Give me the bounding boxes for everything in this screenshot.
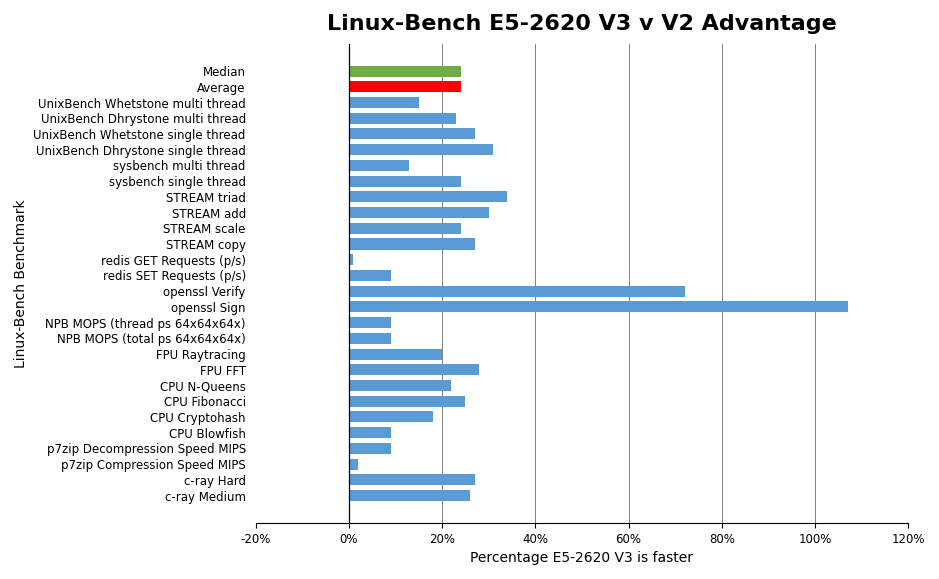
Bar: [348, 113, 456, 124]
Y-axis label: Linux-Bench Benchmark: Linux-Bench Benchmark: [14, 199, 28, 368]
Bar: [348, 175, 461, 186]
Bar: [348, 97, 419, 108]
Bar: [348, 254, 353, 265]
Bar: [348, 349, 442, 360]
Bar: [348, 443, 391, 454]
Bar: [348, 474, 475, 485]
Bar: [348, 395, 466, 406]
Bar: [348, 129, 475, 140]
Bar: [348, 144, 493, 155]
Bar: [348, 459, 358, 470]
Title: Linux-Bench E5-2620 V3 v V2 Advantage: Linux-Bench E5-2620 V3 v V2 Advantage: [327, 14, 837, 34]
Bar: [348, 364, 480, 375]
Bar: [348, 239, 475, 250]
Bar: [348, 285, 685, 296]
Bar: [348, 427, 391, 438]
Bar: [348, 81, 461, 92]
X-axis label: Percentage E5-2620 V3 is faster: Percentage E5-2620 V3 is faster: [470, 551, 693, 565]
Bar: [348, 191, 507, 202]
Bar: [348, 317, 391, 328]
Bar: [348, 65, 461, 76]
Bar: [348, 160, 409, 171]
Bar: [348, 270, 391, 281]
Bar: [348, 412, 433, 423]
Bar: [348, 490, 470, 501]
Bar: [348, 380, 452, 391]
Bar: [348, 302, 848, 313]
Bar: [348, 223, 461, 234]
Bar: [348, 207, 488, 218]
Bar: [348, 333, 391, 344]
